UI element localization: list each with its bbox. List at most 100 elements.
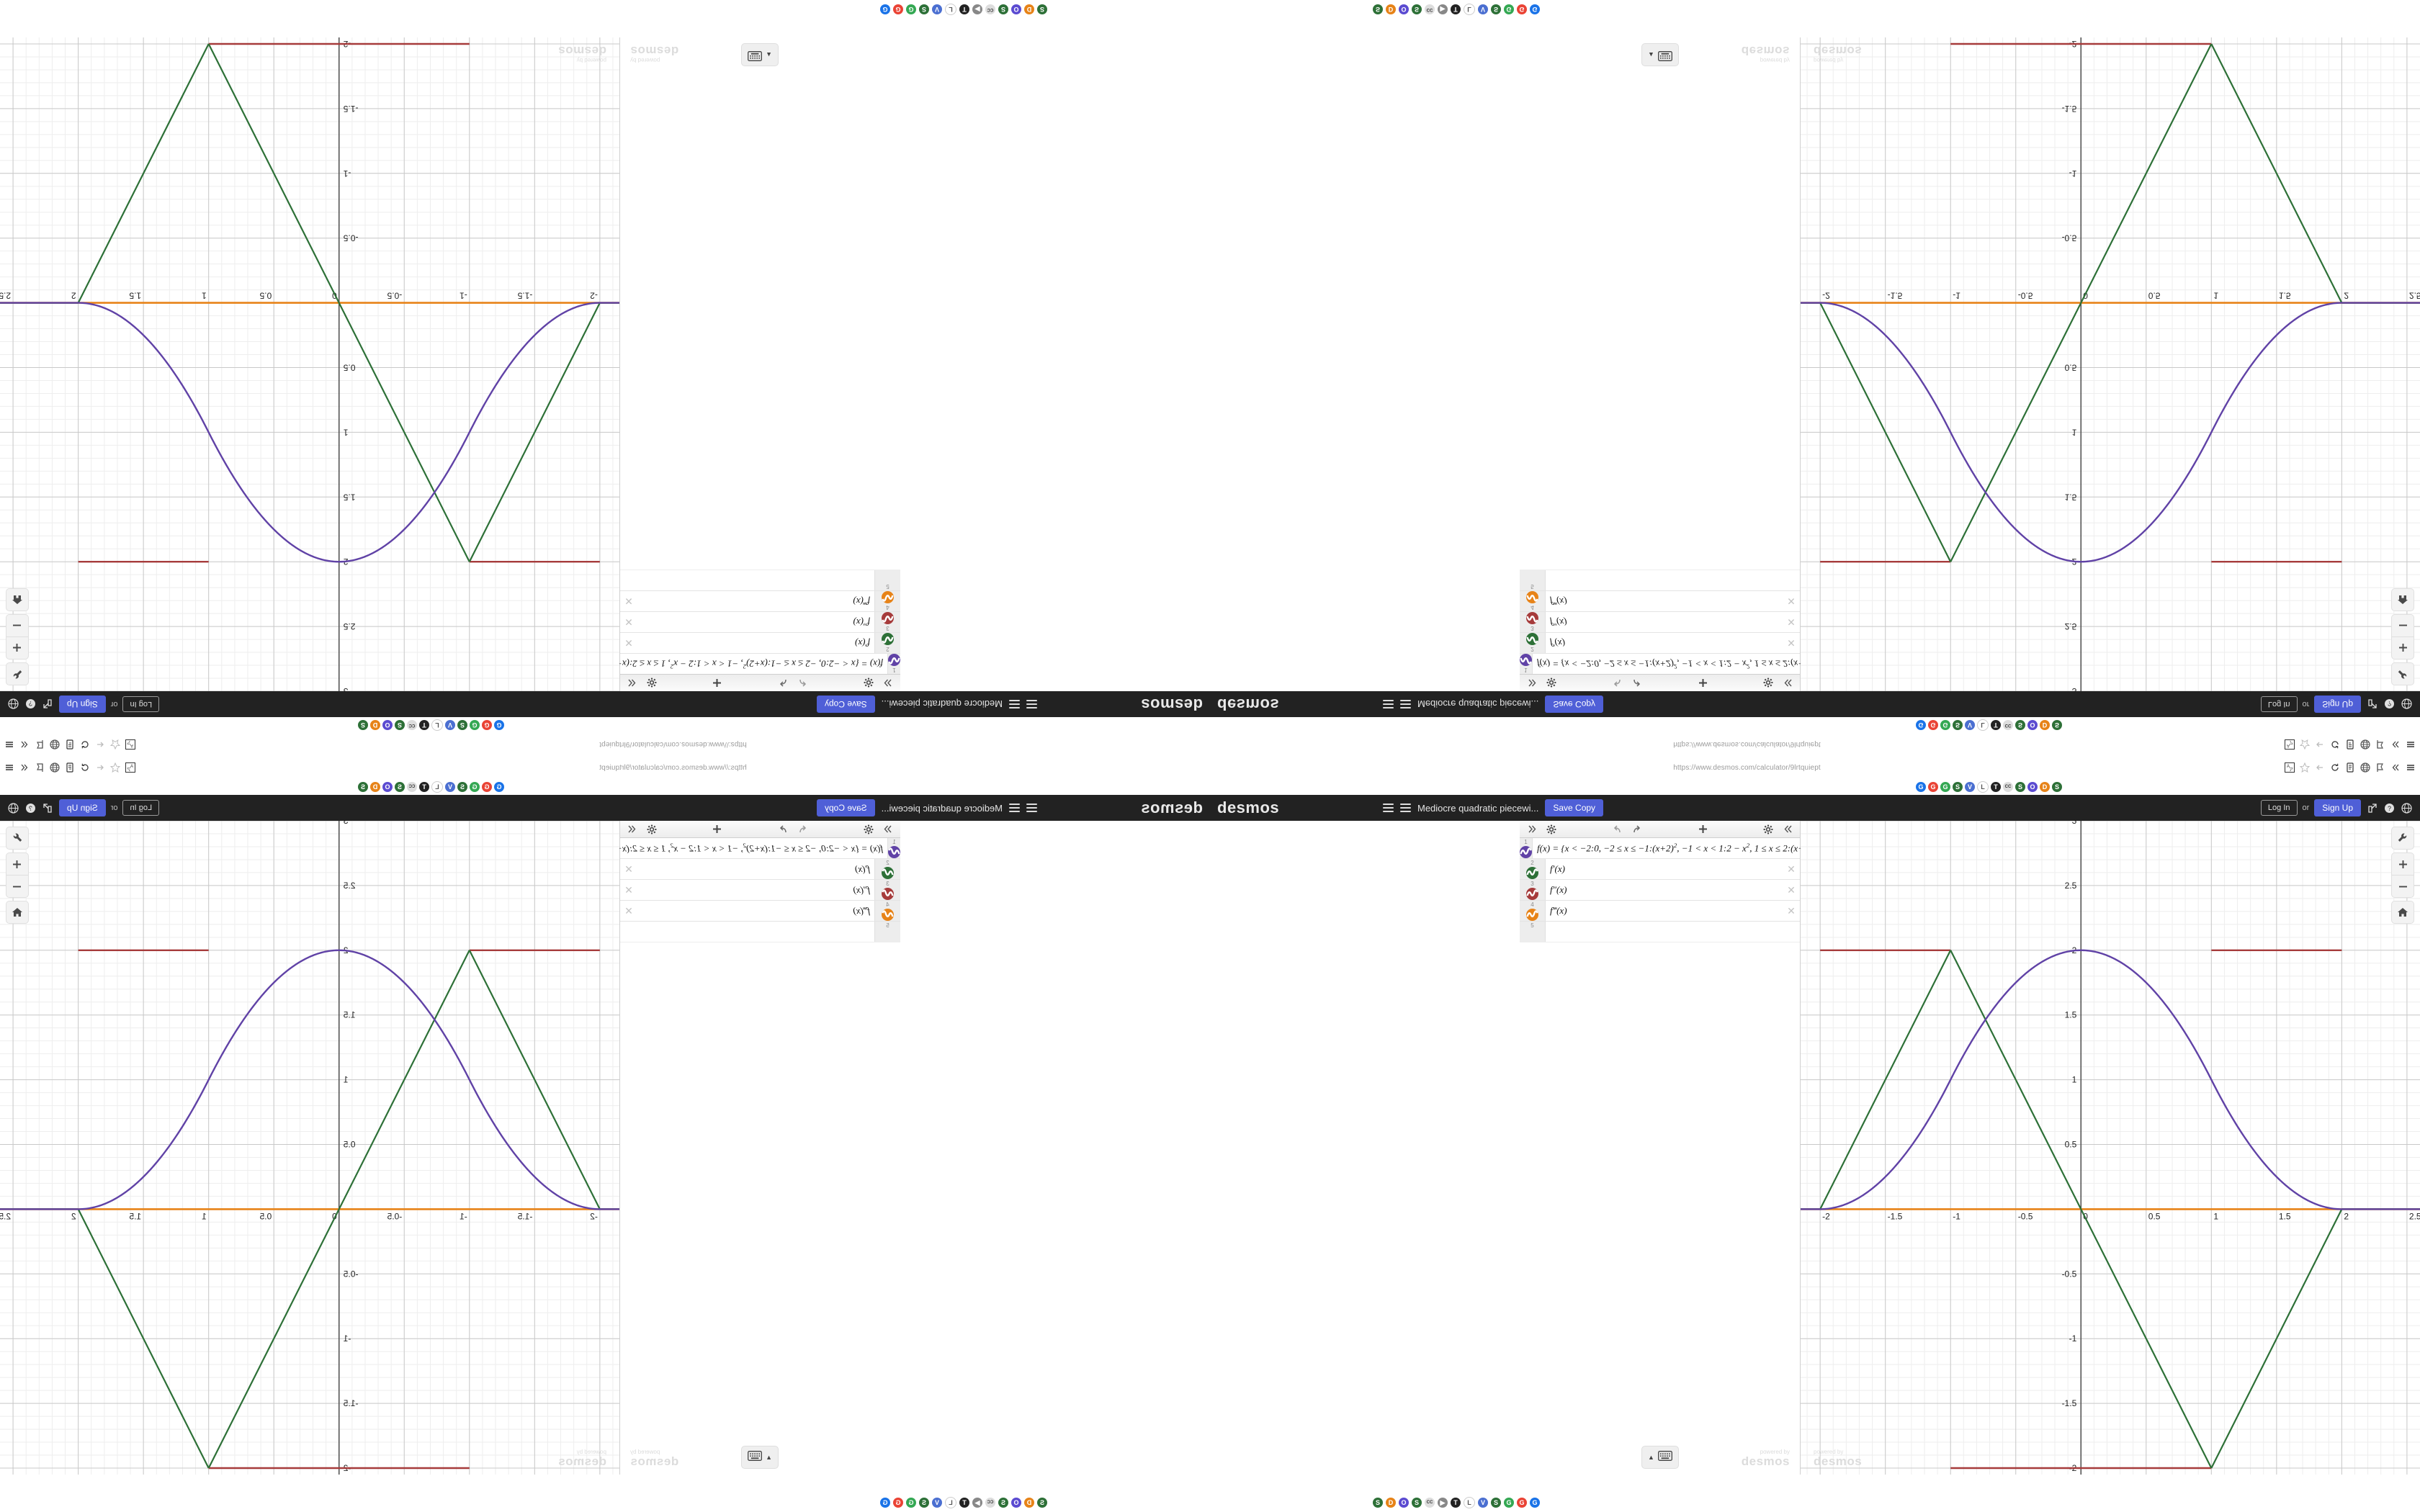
delete-expression-button[interactable]: ✕ (1787, 863, 1796, 875)
favicon[interactable]: S (1373, 4, 1383, 14)
curve-color-swatch[interactable] (882, 909, 894, 921)
bookmark-icon[interactable] (35, 739, 45, 750)
menu-icon[interactable] (4, 739, 15, 750)
delete-expression-button[interactable]: ✕ (624, 616, 633, 629)
menu-icon[interactable] (4, 762, 15, 773)
globe-icon[interactable] (50, 762, 60, 773)
help-icon[interactable]: ? (24, 698, 37, 711)
plus-icon[interactable] (1697, 678, 1708, 689)
favicon[interactable]: O (2027, 720, 2038, 730)
favicon[interactable]: S (457, 782, 467, 792)
expression-latex[interactable]: f″(x) (1550, 617, 1567, 628)
chevrons-left-icon[interactable] (19, 762, 30, 773)
signup-button[interactable]: Sign Up (2314, 696, 2361, 713)
gear-icon[interactable] (863, 824, 874, 835)
favicon[interactable]: O (1011, 4, 1021, 14)
favicon[interactable]: V (932, 1498, 942, 1508)
favicon[interactable]: G (1530, 1498, 1540, 1508)
graph-canvas[interactable]: -2 -1.5 -1 -0.5 0 0.5 1 1.5 2 2.5 -2 -1.5 -1 -0.5 0.5 1… (0, 821, 619, 1475)
curve-color-swatch[interactable] (1526, 909, 1538, 921)
favicon[interactable]: S (395, 782, 405, 792)
favicon[interactable]: D (1386, 1498, 1396, 1508)
desmos-logo[interactable]: desmos (1140, 798, 1203, 816)
favicon[interactable]: V (1478, 4, 1488, 14)
gear-icon[interactable] (1546, 678, 1557, 689)
favicon[interactable]: G (470, 720, 480, 730)
favicon[interactable]: S (1037, 1498, 1047, 1508)
favicon[interactable]: S (395, 720, 405, 730)
delete-expression-button[interactable]: ✕ (1787, 904, 1796, 917)
expression-row-3[interactable]: 3 f″(x) ✕ (1520, 611, 1800, 632)
favicon[interactable]: ▶ (1438, 4, 1448, 14)
home-icon[interactable] (2391, 901, 2414, 924)
expression-row-5[interactable]: 5 (1520, 922, 1800, 942)
favicon[interactable]: T (419, 720, 429, 730)
favicon[interactable]: V (1478, 1498, 1488, 1508)
favicon[interactable]: L (1464, 1497, 1475, 1508)
zoom-in-icon[interactable] (2391, 852, 2414, 876)
curve-color-swatch[interactable] (1526, 612, 1538, 624)
back-arrow-icon[interactable] (2314, 762, 2325, 773)
chevrons-left-icon[interactable] (1783, 824, 1794, 835)
favicon[interactable]: S (457, 720, 467, 730)
expression-latex[interactable]: f′(x) (855, 863, 870, 874)
curve-color-swatch[interactable] (882, 633, 894, 645)
back-arrow-icon[interactable] (95, 762, 106, 773)
plus-icon[interactable] (1697, 824, 1708, 835)
panel-gear-icon[interactable] (646, 678, 658, 689)
favicon[interactable]: L (1977, 719, 1989, 731)
favicon[interactable]: V (932, 4, 942, 14)
keyboard-toggle-button[interactable]: ▲ (1641, 1446, 1679, 1469)
expression-row-4[interactable]: 4 f‴(x) ✕ (620, 901, 900, 922)
favicon[interactable]: G (1940, 782, 1950, 792)
reader-icon[interactable] (2344, 762, 2355, 773)
zoom-out-icon[interactable] (2391, 876, 2414, 898)
favicon[interactable]: L (431, 781, 443, 793)
favicon[interactable]: T (1451, 4, 1461, 14)
favicon[interactable]: G (906, 1498, 916, 1508)
hamburger-menu-icon[interactable] (1383, 804, 1394, 812)
favicon[interactable]: V (445, 782, 455, 792)
panel-gear-icon[interactable] (1762, 824, 1774, 835)
curve-color-swatch[interactable] (1520, 846, 1532, 858)
delete-expression-button[interactable]: ✕ (1787, 883, 1796, 896)
expression-row-2[interactable]: 2 f′(x) ✕ (1520, 632, 1800, 653)
favicon[interactable]: D (1024, 1498, 1034, 1508)
desmos-logo[interactable]: desmos (1217, 798, 1280, 816)
language-globe-icon[interactable] (7, 698, 19, 711)
curve-color-swatch[interactable] (882, 591, 894, 603)
favicon[interactable]: G (470, 782, 480, 792)
favicon[interactable]: D (2040, 720, 2050, 730)
expression-row-5[interactable]: 5 (620, 922, 900, 942)
zoom-out-icon[interactable] (6, 614, 29, 636)
wrench-icon[interactable] (2391, 827, 2414, 850)
wrench-icon[interactable] (2391, 662, 2414, 685)
expression-latex[interactable]: f′(x) (855, 638, 870, 649)
expression-row-1[interactable]: 1 f(x) = {x < −2:0, −2 ≤ x ≤ −1:(x+2)2, … (556, 653, 900, 674)
favicon[interactable]: T (959, 1498, 969, 1508)
delete-expression-button[interactable]: ✕ (1787, 595, 1796, 608)
favicon[interactable]: G (1517, 4, 1527, 14)
expression-row-3[interactable]: 3 f″(x) ✕ (1520, 880, 1800, 901)
favicon[interactable]: D (370, 720, 380, 730)
redo-icon[interactable] (1631, 824, 1643, 835)
chevrons-right-icon[interactable] (883, 824, 895, 835)
favicon[interactable]: G (1916, 782, 1926, 792)
favicon[interactable]: L (945, 4, 956, 15)
star-icon[interactable] (2299, 762, 2310, 773)
login-button[interactable]: Log In (2260, 696, 2298, 712)
login-button[interactable]: Log In (122, 800, 160, 816)
favicon[interactable]: G (893, 4, 903, 14)
favicon[interactable]: S (358, 782, 368, 792)
favicon[interactable]: G (1504, 4, 1514, 14)
favicon[interactable]: S (2052, 782, 2062, 792)
reader-icon[interactable] (2344, 739, 2355, 750)
graph-canvas[interactable]: -2 -1.5 -1 -0.5 0 0.5 1 1.5 2 2.5 -2 -1.5 -1 -0.5 0.5 1… (1801, 821, 2420, 1475)
expression-latex[interactable]: f‴(x) (853, 905, 870, 916)
expression-row-1[interactable]: 1 f(x) = {x < −2:0, −2 ≤ x ≤ −1:(x+2)2, … (556, 838, 900, 859)
expression-latex[interactable]: f‴(x) (1550, 596, 1567, 607)
favicon[interactable]: ▶ (1438, 1498, 1448, 1508)
delete-expression-button[interactable]: ✕ (624, 863, 633, 875)
save-copy-button[interactable]: Save Copy (816, 696, 875, 713)
